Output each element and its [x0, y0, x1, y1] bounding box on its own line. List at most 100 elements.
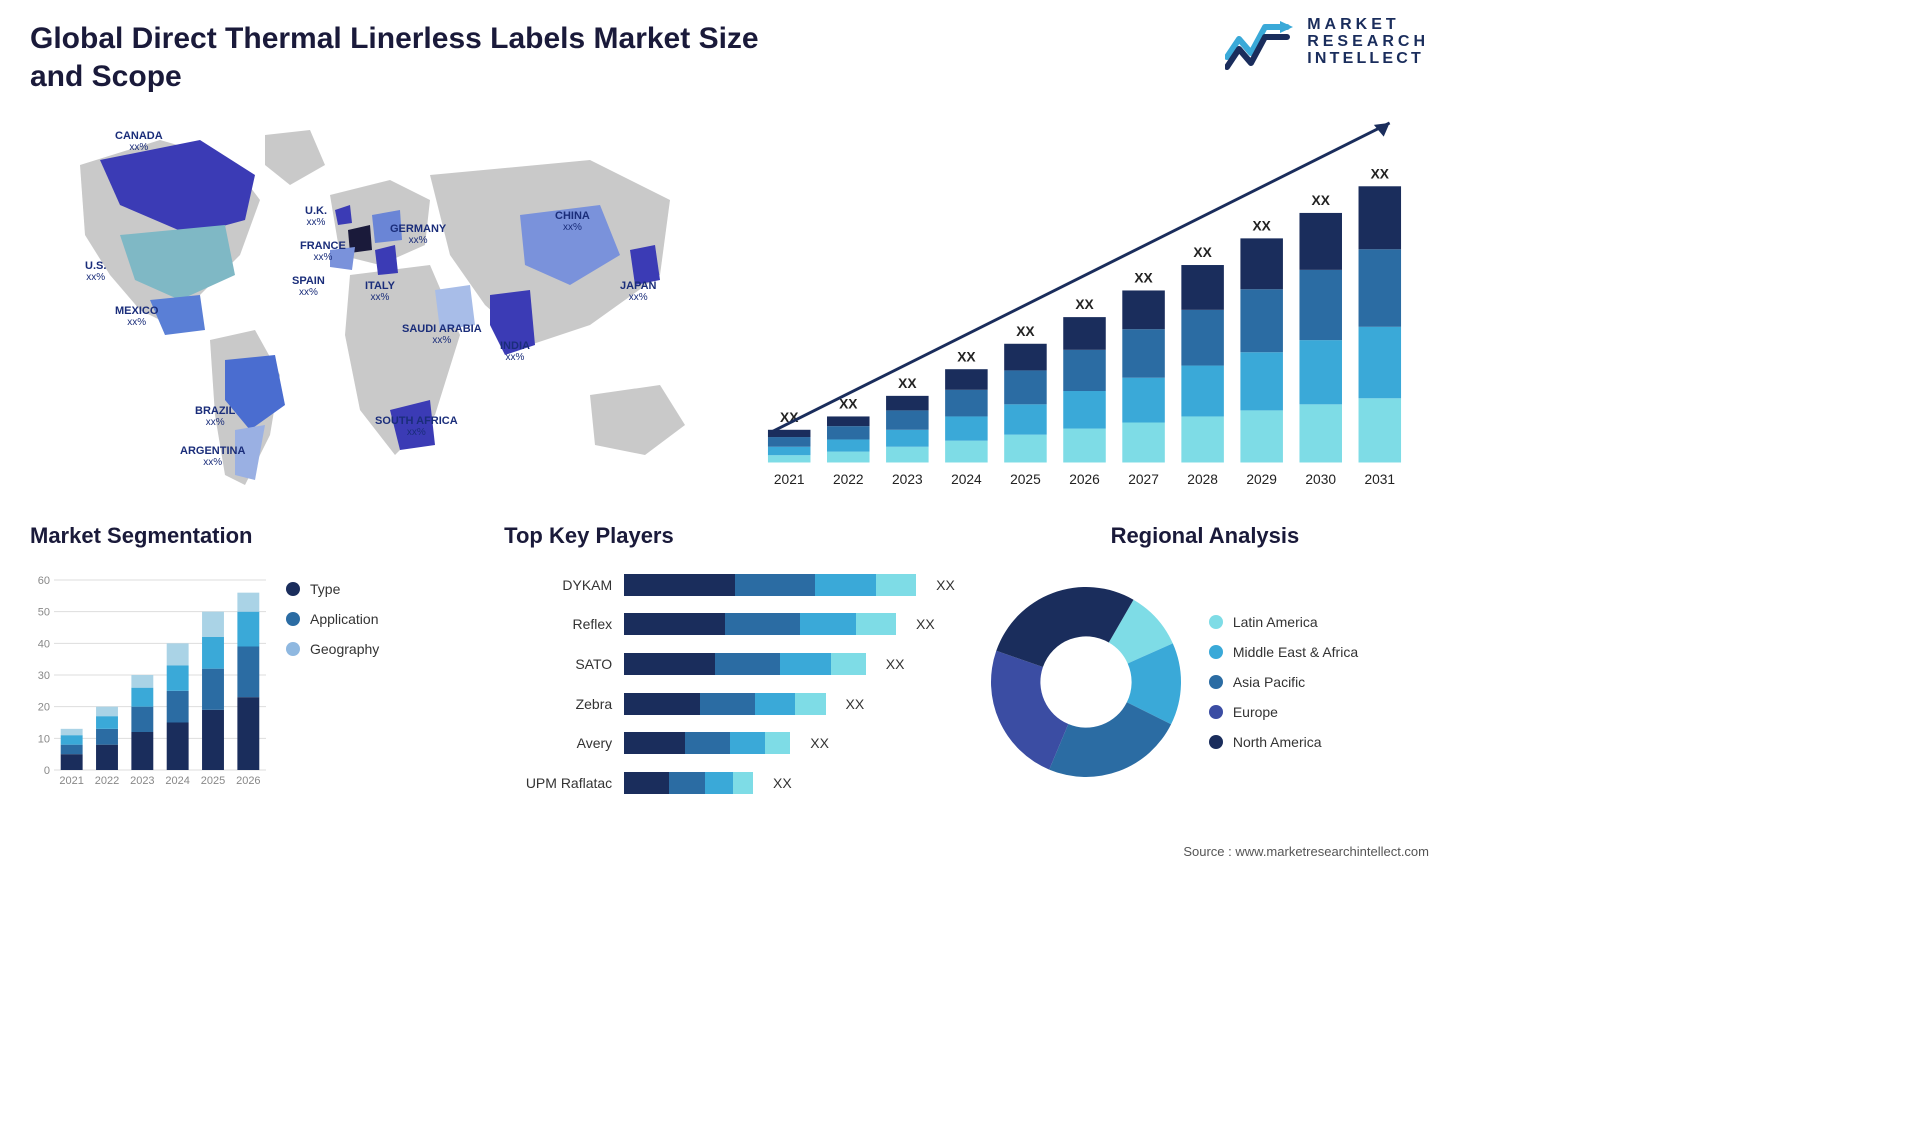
- segmentation-legend: Type Application Geography: [286, 561, 379, 803]
- country-label: U.S.xx%: [85, 260, 106, 283]
- player-name: DYKAM: [504, 577, 612, 593]
- player-name: SATO: [504, 656, 612, 672]
- svg-text:2031: 2031: [1364, 472, 1395, 487]
- player-value: XX: [846, 696, 865, 712]
- legend-item: Application: [286, 611, 379, 627]
- player-value: XX: [936, 577, 955, 593]
- svg-text:2021: 2021: [59, 775, 83, 787]
- svg-text:2024: 2024: [951, 472, 982, 487]
- svg-text:XX: XX: [1193, 245, 1212, 260]
- country-label: SPAINxx%: [292, 275, 325, 298]
- svg-text:40: 40: [38, 638, 50, 650]
- page-title: Global Direct Thermal Linerless Labels M…: [30, 20, 780, 95]
- main-chart-svg: XX 2021 XX 2022 XX 2023 XX 2024 XX 2025 XX 2026 XX 20…: [740, 105, 1429, 505]
- svg-text:XX: XX: [1312, 193, 1331, 208]
- player-name: Avery: [504, 735, 612, 751]
- key-players-title: Top Key Players: [504, 523, 955, 549]
- svg-text:XX: XX: [1252, 218, 1271, 233]
- svg-text:2025: 2025: [201, 775, 225, 787]
- segmentation-title: Market Segmentation: [30, 523, 478, 549]
- player-bar: [624, 574, 916, 596]
- logo-line-1: MARKET: [1307, 17, 1429, 34]
- country-label: JAPANxx%: [620, 280, 656, 303]
- player-row: SATO XX: [504, 653, 955, 675]
- country-label: U.K.xx%: [305, 205, 327, 228]
- brand-logo: MARKET RESEARCH INTELLECT: [1225, 15, 1429, 70]
- source-text: Source : www.marketresearchintellect.com: [1183, 844, 1429, 859]
- legend-item: Asia Pacific: [1209, 674, 1358, 690]
- country-label: MEXICOxx%: [115, 305, 158, 328]
- svg-text:30: 30: [38, 670, 50, 682]
- svg-text:XX: XX: [1371, 166, 1390, 181]
- player-row: UPM Raflatac XX: [504, 772, 955, 794]
- svg-text:2023: 2023: [130, 775, 154, 787]
- player-bar: [624, 693, 825, 715]
- key-players-panel: Top Key Players DYKAMXXReflexXXSATOXXZeb…: [504, 523, 955, 803]
- svg-text:2028: 2028: [1187, 472, 1218, 487]
- player-row: DYKAM XX: [504, 574, 955, 596]
- regional-donut: [981, 577, 1191, 787]
- country-label: SAUDI ARABIAxx%: [402, 323, 482, 346]
- svg-text:XX: XX: [957, 349, 976, 364]
- player-bar: [624, 772, 753, 794]
- player-row: Reflex XX: [504, 613, 955, 635]
- svg-text:2023: 2023: [892, 472, 923, 487]
- player-value: XX: [810, 735, 829, 751]
- svg-text:2025: 2025: [1010, 472, 1041, 487]
- legend-item: Europe: [1209, 704, 1358, 720]
- svg-text:2021: 2021: [774, 472, 805, 487]
- svg-text:XX: XX: [1075, 297, 1094, 312]
- country-label: INDIAxx%: [500, 340, 530, 363]
- svg-text:2026: 2026: [236, 775, 260, 787]
- country-label: ITALYxx%: [365, 280, 395, 303]
- svg-text:2027: 2027: [1128, 472, 1159, 487]
- regional-title: Regional Analysis: [981, 523, 1429, 549]
- country-label: CHINAxx%: [555, 210, 590, 233]
- player-value: XX: [886, 656, 905, 672]
- player-row: Avery XX: [504, 732, 955, 754]
- svg-text:50: 50: [38, 607, 50, 619]
- main-bar-chart: XX 2021 XX 2022 XX 2023 XX 2024 XX 2025 XX 2026 XX 20…: [740, 105, 1429, 505]
- svg-text:20: 20: [38, 702, 50, 714]
- player-bar: [624, 732, 790, 754]
- country-label: SOUTH AFRICAxx%: [375, 415, 458, 438]
- logo-line-2: RESEARCH: [1307, 34, 1429, 51]
- svg-text:2026: 2026: [1069, 472, 1100, 487]
- segmentation-panel: Market Segmentation 0 10 20 30 40 50 60 2021 202…: [30, 523, 478, 803]
- svg-text:2030: 2030: [1305, 472, 1336, 487]
- logo-line-3: INTELLECT: [1307, 51, 1429, 68]
- svg-text:2022: 2022: [833, 472, 864, 487]
- country-label: ARGENTINAxx%: [180, 445, 245, 468]
- segmentation-chart: 0 10 20 30 40 50 60 2021 2022 2023 2024 2025 2026: [30, 561, 270, 803]
- legend-item: Middle East & Africa: [1209, 644, 1358, 660]
- country-label: BRAZILxx%: [195, 405, 235, 428]
- svg-text:60: 60: [38, 575, 50, 587]
- svg-text:XX: XX: [898, 376, 917, 391]
- legend-item: Latin America: [1209, 614, 1358, 630]
- svg-text:10: 10: [38, 733, 50, 745]
- country-label: GERMANYxx%: [390, 223, 446, 246]
- player-row: Zebra XX: [504, 693, 955, 715]
- world-map: CANADAxx% U.S.xx% MEXICOxx% BRAZILxx% ARGENT…: [30, 105, 710, 505]
- country-label: CANADAxx%: [115, 130, 163, 153]
- player-name: Zebra: [504, 696, 612, 712]
- player-name: Reflex: [504, 616, 612, 632]
- svg-text:2029: 2029: [1246, 472, 1277, 487]
- player-value: XX: [773, 775, 792, 791]
- legend-item: Geography: [286, 641, 379, 657]
- regional-legend: Latin America Middle East & Africa Asia Pa…: [1209, 614, 1358, 750]
- svg-text:XX: XX: [1134, 271, 1153, 286]
- player-bar: [624, 613, 896, 635]
- svg-text:0: 0: [44, 765, 50, 777]
- player-value: XX: [916, 616, 935, 632]
- regional-panel: Regional Analysis Latin America Middle Ea…: [981, 523, 1429, 803]
- svg-text:XX: XX: [839, 397, 858, 412]
- svg-text:2022: 2022: [95, 775, 119, 787]
- svg-text:XX: XX: [1016, 324, 1035, 339]
- player-bar: [624, 653, 866, 675]
- legend-item: Type: [286, 581, 379, 597]
- player-name: UPM Raflatac: [504, 775, 612, 791]
- logo-mark-icon: [1225, 15, 1295, 70]
- svg-text:2024: 2024: [165, 775, 189, 787]
- country-label: FRANCExx%: [300, 240, 346, 263]
